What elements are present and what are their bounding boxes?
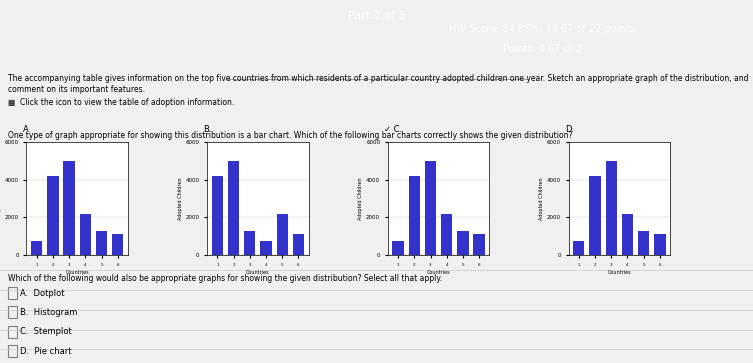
Bar: [228, 161, 239, 255]
Bar: [276, 214, 288, 255]
Bar: [441, 214, 453, 255]
Text: Part 2 of 3: Part 2 of 3: [348, 11, 405, 21]
Text: B.  Histogram: B. Histogram: [20, 308, 78, 317]
Bar: [605, 161, 617, 255]
Bar: [425, 161, 436, 255]
Text: ▦  Click the icon to view the table of adoption information.: ▦ Click the icon to view the table of ad…: [8, 98, 233, 107]
Text: A.  Dotplot: A. Dotplot: [20, 289, 65, 298]
Text: HW Score: 84.85%, 18.67 of 22 points: HW Score: 84.85%, 18.67 of 22 points: [450, 24, 635, 34]
X-axis label: Countries: Countries: [608, 270, 631, 274]
Text: The accompanying table gives information on the top five countries from which re: The accompanying table gives information…: [8, 74, 748, 94]
Bar: [112, 234, 123, 255]
Text: Points: 0.67 of 2: Points: 0.67 of 2: [502, 44, 582, 54]
Bar: [590, 176, 601, 255]
Bar: [8, 306, 17, 318]
Text: A.: A.: [23, 125, 31, 134]
Text: B.: B.: [203, 125, 212, 134]
Bar: [622, 214, 633, 255]
Text: C.  Stemplot: C. Stemplot: [20, 327, 72, 336]
Bar: [573, 241, 584, 255]
Bar: [8, 345, 17, 357]
Bar: [457, 231, 468, 255]
X-axis label: Countries: Countries: [246, 270, 270, 274]
Y-axis label: Adopted Children: Adopted Children: [0, 177, 2, 220]
Bar: [409, 176, 420, 255]
Bar: [244, 231, 255, 255]
Y-axis label: Adopted Children: Adopted Children: [539, 177, 544, 220]
X-axis label: Countries: Countries: [66, 270, 89, 274]
Bar: [212, 176, 223, 255]
Text: D.: D.: [565, 125, 574, 134]
Bar: [80, 214, 91, 255]
X-axis label: Countries: Countries: [427, 270, 450, 274]
Bar: [654, 234, 666, 255]
Bar: [47, 176, 59, 255]
Bar: [8, 326, 17, 338]
Bar: [392, 241, 404, 255]
Bar: [8, 287, 17, 299]
Y-axis label: Adopted Children: Adopted Children: [178, 177, 183, 220]
Text: Which of the following would also be appropriate graphs for showing the given di: Which of the following would also be app…: [8, 274, 442, 283]
Bar: [638, 231, 649, 255]
Text: D.  Pie chart: D. Pie chart: [20, 347, 72, 356]
Bar: [96, 231, 107, 255]
Bar: [31, 241, 42, 255]
Bar: [63, 161, 75, 255]
Bar: [293, 234, 304, 255]
Text: ✓ C.: ✓ C.: [384, 125, 402, 134]
Bar: [261, 241, 272, 255]
Y-axis label: Adopted Children: Adopted Children: [358, 177, 364, 220]
Text: One type of graph appropriate for showing this distribution is a bar chart. Whic: One type of graph appropriate for showin…: [8, 131, 572, 140]
Bar: [474, 234, 485, 255]
